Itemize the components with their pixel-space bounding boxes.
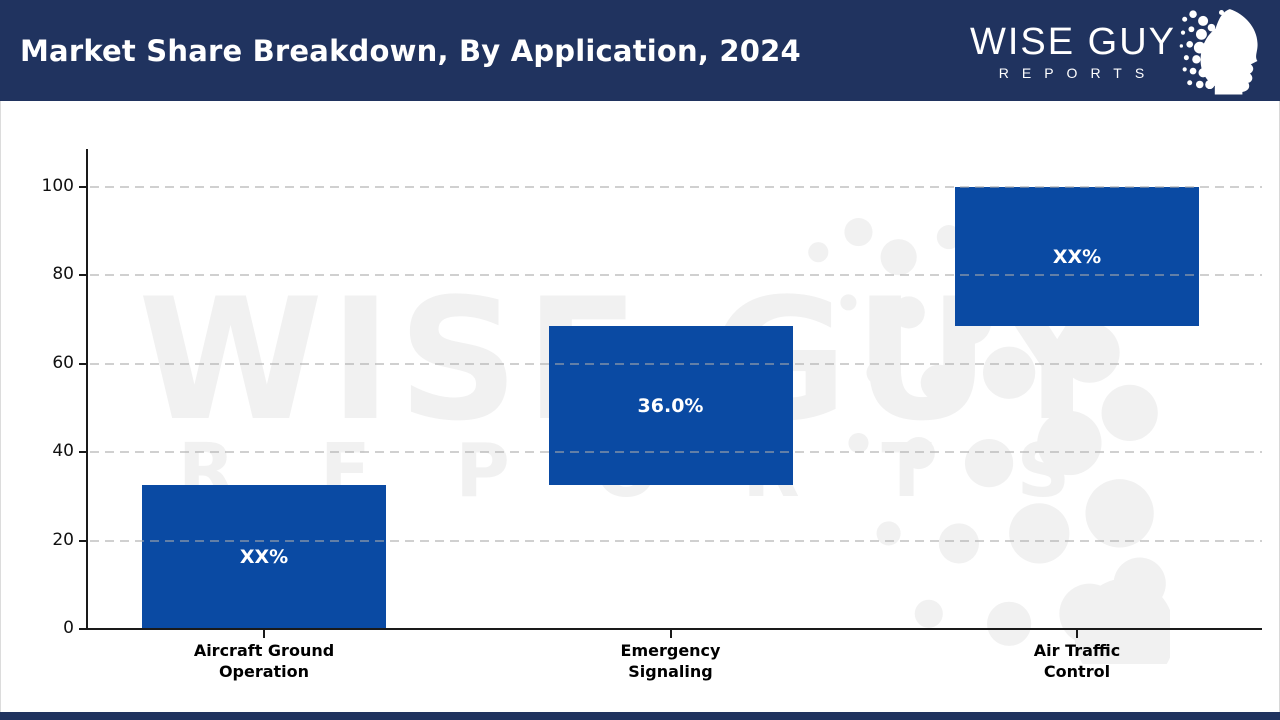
bar-2: [548, 326, 793, 486]
logo-wiseguy-label: WISE GUY: [969, 21, 1176, 63]
x-tick-label-line: Emergency: [620, 641, 721, 660]
gridline-20: [90, 539, 1262, 542]
x-tick-label-line: Signaling: [628, 662, 713, 681]
x-tick-label: Emergency Signaling: [541, 640, 801, 682]
y-tick-label: 40: [52, 441, 74, 462]
x-tick-label: Aircraft Ground Operation: [134, 640, 394, 682]
bar-3: [955, 187, 1199, 327]
y-tick-mark: [79, 274, 87, 277]
x-tick-mark: [263, 630, 265, 638]
logo-text: WISE GUY REPORTS: [970, 22, 1176, 81]
header-bar: Market Share Breakdown, By Application, …: [0, 0, 1280, 101]
x-tick-label-line: Control: [1043, 662, 1111, 681]
gridline-80: [90, 274, 1262, 277]
x-tick-label-line: Aircraft Ground: [193, 641, 335, 660]
y-tick-label: 60: [52, 352, 74, 373]
y-tick-label: 80: [52, 264, 74, 285]
footer-bar: [0, 712, 1280, 720]
bar-1: [142, 485, 386, 629]
logo-head-icon: [1179, 8, 1258, 94]
y-tick-label: 100: [41, 176, 74, 196]
x-axis-line: [86, 628, 1262, 630]
y-tick-mark: [79, 539, 87, 542]
logo-reports-label: REPORTS: [998, 65, 1158, 81]
gridline-100: [90, 186, 1262, 188]
x-tick-label-line: Operation: [218, 662, 310, 681]
y-tick-mark: [79, 628, 87, 630]
y-axis-line: [86, 149, 88, 630]
bar-value-label: 36.0%: [637, 394, 704, 417]
y-tick-mark: [79, 186, 87, 188]
logo: WISE GUY REPORTS: [970, 0, 1270, 101]
bar-value-label: XX%: [239, 546, 289, 569]
y-tick-label: 0: [63, 618, 74, 638]
y-tick-label: 20: [52, 529, 74, 550]
gridline-60: [90, 362, 1262, 365]
x-tick-label-line: Air Traffic: [1033, 641, 1121, 660]
y-tick-mark: [79, 451, 87, 454]
x-tick-mark: [1076, 630, 1078, 638]
bar-value-label: XX%: [1052, 245, 1102, 268]
y-tick-mark: [79, 362, 87, 365]
page-title: Market Share Breakdown, By Application, …: [20, 33, 801, 68]
x-tick-mark: [669, 630, 672, 638]
x-tick-label: Air Traffic Control: [947, 640, 1207, 682]
gridline-40: [90, 451, 1262, 454]
